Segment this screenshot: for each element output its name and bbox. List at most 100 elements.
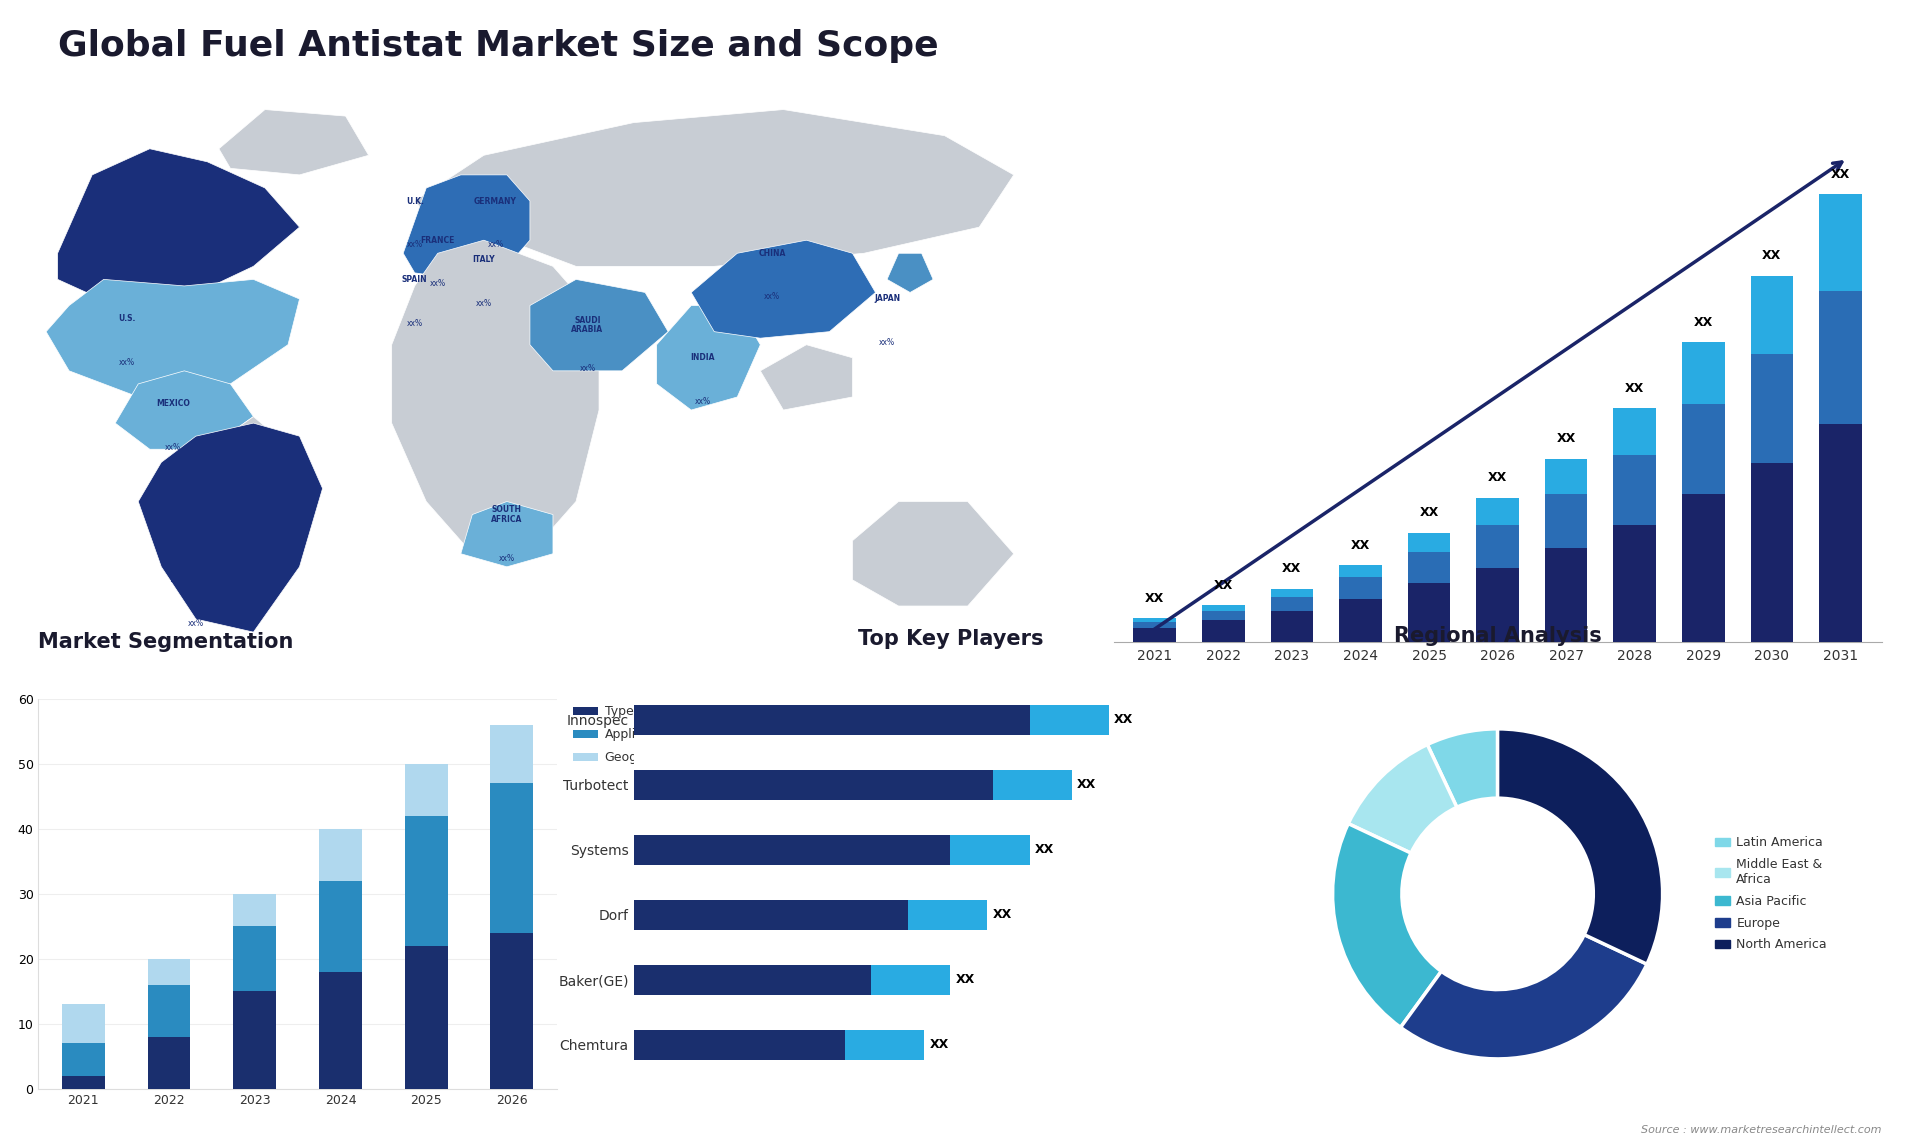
- Text: JAPAN: JAPAN: [874, 295, 900, 304]
- Text: XX: XX: [1144, 592, 1164, 605]
- Bar: [148, 959, 190, 984]
- Polygon shape: [115, 371, 253, 449]
- Text: XX: XX: [1419, 507, 1438, 519]
- Text: XX: XX: [1763, 250, 1782, 262]
- Bar: [490, 933, 534, 1089]
- Legend: Type, Application, Geography: Type, Application, Geography: [574, 705, 674, 764]
- Text: CANADA: CANADA: [132, 203, 167, 212]
- Bar: [148, 984, 190, 1037]
- Text: xx%: xx%: [580, 364, 595, 374]
- Polygon shape: [392, 241, 599, 554]
- Text: ARGENTINA: ARGENTINA: [171, 575, 221, 584]
- Legend: Latin America, Middle East &
Africa, Asia Pacific, Europe, North America: Latin America, Middle East & Africa, Asi…: [1711, 831, 1832, 957]
- Text: SAUDI
ARABIA: SAUDI ARABIA: [572, 316, 603, 335]
- Polygon shape: [887, 253, 933, 292]
- Text: xx%: xx%: [430, 280, 445, 289]
- Polygon shape: [415, 110, 1014, 266]
- Text: Source : www.marketresearchintellect.com: Source : www.marketresearchintellect.com: [1642, 1124, 1882, 1135]
- Bar: [1682, 342, 1724, 405]
- Bar: [1133, 619, 1175, 621]
- Bar: [1476, 497, 1519, 525]
- Bar: [1818, 194, 1862, 291]
- Text: Global Fuel Antistat Market Size and Scope: Global Fuel Antistat Market Size and Sco…: [58, 29, 939, 63]
- Text: U.K.: U.K.: [405, 196, 424, 205]
- Bar: [634, 835, 950, 864]
- Bar: [1682, 405, 1724, 494]
- Bar: [490, 725, 534, 784]
- Bar: [1546, 548, 1588, 642]
- Bar: [1338, 565, 1382, 578]
- Bar: [1407, 533, 1450, 552]
- Bar: [634, 705, 1029, 735]
- Bar: [234, 991, 276, 1089]
- Bar: [234, 894, 276, 926]
- Text: GERMANY: GERMANY: [474, 196, 516, 205]
- Bar: [908, 901, 987, 929]
- Polygon shape: [461, 502, 553, 567]
- Bar: [148, 1037, 190, 1089]
- Bar: [845, 1030, 924, 1060]
- Bar: [1202, 605, 1244, 611]
- Polygon shape: [403, 175, 530, 280]
- Bar: [1476, 567, 1519, 642]
- Polygon shape: [138, 423, 323, 633]
- Text: XX: XX: [1213, 579, 1233, 591]
- Bar: [1613, 408, 1655, 455]
- Wedge shape: [1400, 935, 1647, 1059]
- Text: XX: XX: [993, 909, 1012, 921]
- Bar: [405, 816, 447, 945]
- Bar: [1271, 597, 1313, 611]
- Text: xx%: xx%: [119, 358, 134, 367]
- Bar: [490, 784, 534, 933]
- Bar: [319, 881, 361, 972]
- Text: xx%: xx%: [695, 397, 710, 406]
- Text: xx%: xx%: [764, 292, 780, 301]
- Bar: [1338, 578, 1382, 599]
- Bar: [634, 770, 993, 800]
- Polygon shape: [530, 280, 668, 371]
- Text: BRAZIL: BRAZIL: [204, 490, 234, 500]
- Text: XX: XX: [1624, 382, 1644, 394]
- Text: Regional Analysis: Regional Analysis: [1394, 627, 1601, 646]
- Text: CHINA: CHINA: [758, 249, 785, 258]
- Bar: [319, 829, 361, 881]
- Bar: [1818, 424, 1862, 642]
- Bar: [1751, 354, 1793, 463]
- Bar: [405, 945, 447, 1089]
- Text: XX: XX: [1557, 432, 1576, 446]
- Bar: [1407, 552, 1450, 583]
- Polygon shape: [657, 306, 760, 410]
- Text: Top Key Players: Top Key Players: [858, 629, 1043, 649]
- Bar: [234, 926, 276, 991]
- Wedge shape: [1348, 745, 1457, 853]
- Text: xx%: xx%: [407, 241, 422, 249]
- Text: XX: XX: [1035, 843, 1054, 856]
- Polygon shape: [852, 502, 1014, 606]
- Text: XX: XX: [929, 1038, 948, 1051]
- Wedge shape: [1332, 824, 1442, 1027]
- Bar: [1751, 276, 1793, 354]
- Text: XX: XX: [1832, 167, 1851, 181]
- Text: U.S.: U.S.: [117, 314, 136, 323]
- Text: XX: XX: [1283, 563, 1302, 575]
- Bar: [1029, 705, 1110, 735]
- Text: xx%: xx%: [488, 241, 503, 249]
- Text: XX: XX: [1352, 539, 1371, 552]
- Bar: [61, 1043, 106, 1076]
- Text: INDIA: INDIA: [691, 353, 714, 362]
- Text: xx%: xx%: [476, 299, 492, 308]
- Bar: [1476, 525, 1519, 567]
- Polygon shape: [760, 345, 852, 410]
- Text: xx%: xx%: [211, 534, 227, 543]
- Wedge shape: [1427, 729, 1498, 807]
- Text: xx%: xx%: [142, 246, 157, 256]
- Text: XX: XX: [1077, 778, 1096, 792]
- Bar: [1133, 621, 1175, 628]
- Bar: [1682, 494, 1724, 642]
- Bar: [634, 965, 872, 995]
- Bar: [1202, 620, 1244, 642]
- Polygon shape: [219, 110, 369, 175]
- Bar: [1271, 589, 1313, 597]
- Bar: [1133, 628, 1175, 642]
- Text: XX: XX: [956, 973, 975, 987]
